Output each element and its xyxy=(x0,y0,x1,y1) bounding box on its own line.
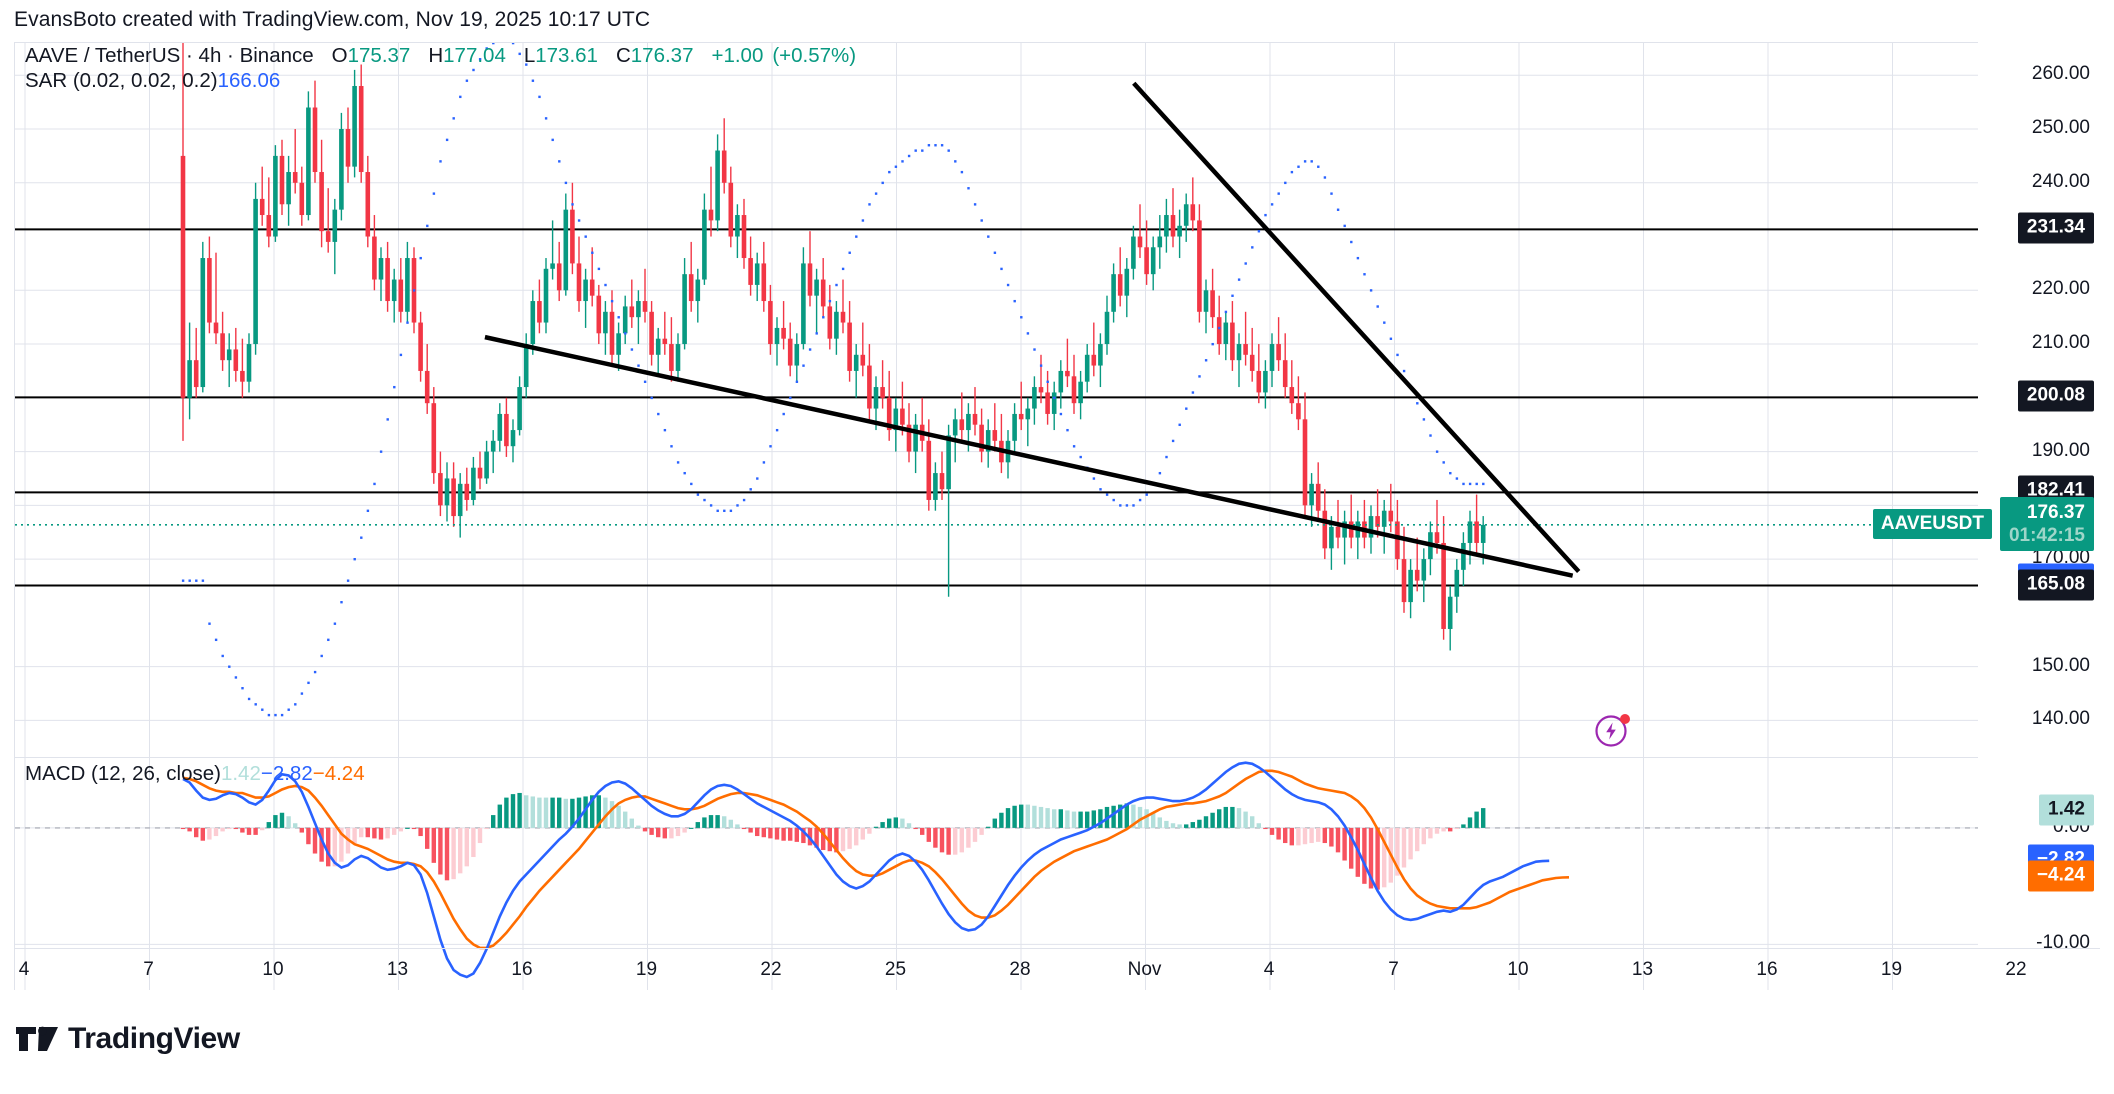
macd-value-tag[interactable]: 1.42 xyxy=(2039,794,2094,826)
price-chart-svg xyxy=(15,43,1978,757)
current-price-tag[interactable]: 176.37 01:42:15 xyxy=(1999,496,2094,551)
time-axis-tick: 19 xyxy=(1880,959,1903,980)
tradingview-mark-icon xyxy=(16,1026,58,1051)
time-axis-tick: 22 xyxy=(2005,959,2027,980)
symbol-badge[interactable]: AAVEUSDT xyxy=(1872,508,1992,539)
time-axis-tick: 4 xyxy=(18,959,30,980)
time-axis-tick: 7 xyxy=(1388,959,1399,980)
tradingview-wordmark: TradingView xyxy=(68,1022,240,1055)
price-axis-tick: 170.00 xyxy=(2031,547,2090,569)
macd-axis[interactable]: 0.00 -10.00 1.42 −2.82 −4.24 xyxy=(1978,757,2100,990)
price-axis-tick: 150.00 xyxy=(2031,654,2090,676)
macd-hist-value: 1.42 xyxy=(220,762,261,785)
macd-chart-svg xyxy=(15,758,1978,990)
level-price-tag[interactable]: 200.08 xyxy=(2017,380,2094,412)
time-axis-tick: Nov xyxy=(1127,959,1162,980)
price-axis-tick: 250.00 xyxy=(2031,117,2090,138)
time-axis[interactable]: 4710131619222528Nov4710131619222528 xyxy=(14,948,2100,989)
time-axis-tick: 16 xyxy=(1756,959,1778,980)
price-axis-tick: 190.00 xyxy=(2031,439,2090,461)
time-axis-tick: 25 xyxy=(884,959,907,980)
price-axis-tick: 220.00 xyxy=(2031,278,2090,300)
price-pane[interactable]: AAVE / TetherUS · 4h · Binance O175.37 H17… xyxy=(14,42,1978,757)
macd-line-value: −2.82 xyxy=(260,762,313,785)
price-axis-tick: 210.00 xyxy=(2031,332,2090,354)
tradingview-logo: TradingView xyxy=(16,1022,240,1056)
time-axis-tick: 10 xyxy=(1507,959,1529,980)
chart-frame: AAVE / TetherUS · 4h · Binance O175.37 H17… xyxy=(14,42,2100,990)
time-axis-tick: 13 xyxy=(386,959,409,980)
time-axis-tick: 28 xyxy=(1009,959,1031,980)
macd-signal-value: −4.24 xyxy=(312,762,365,785)
price-axis[interactable]: 260.00250.00240.00220.00210.00190.00180.… xyxy=(1872,42,2100,757)
price-axis-tick: 260.00 xyxy=(2031,63,2090,85)
time-axis-tick: 10 xyxy=(262,959,284,980)
price-axis-tick: 240.00 xyxy=(2031,170,2090,192)
alert-lightning-icon[interactable] xyxy=(1593,710,1633,750)
level-price-tag[interactable]: 165.08 xyxy=(2017,569,2094,601)
time-axis-tick: 22 xyxy=(760,959,782,980)
current-price-value: 176.37 xyxy=(2026,501,2085,523)
time-axis-tick: 13 xyxy=(1631,959,1654,980)
time-axis-tick: 7 xyxy=(143,959,154,980)
time-axis-tick: 16 xyxy=(511,959,533,980)
level-price-tag[interactable]: 231.34 xyxy=(2017,212,2094,244)
attribution-text: EvansBoto created with TradingView.com, … xyxy=(14,8,651,31)
macd-value-tag[interactable]: −4.24 xyxy=(2027,860,2094,892)
bar-countdown: 01:42:15 xyxy=(2008,524,2085,546)
price-axis-tick: 140.00 xyxy=(2031,708,2090,730)
macd-title: MACD (12, 26, close) xyxy=(25,762,221,785)
time-axis-tick: 19 xyxy=(635,959,658,980)
macd-legend-row: MACD (12, 26, close)1.42−2.82−4.24 xyxy=(25,761,365,786)
macd-pane[interactable]: MACD (12, 26, close)1.42−2.82−4.24 xyxy=(14,757,1978,990)
time-axis-tick: 4 xyxy=(1263,959,1275,980)
